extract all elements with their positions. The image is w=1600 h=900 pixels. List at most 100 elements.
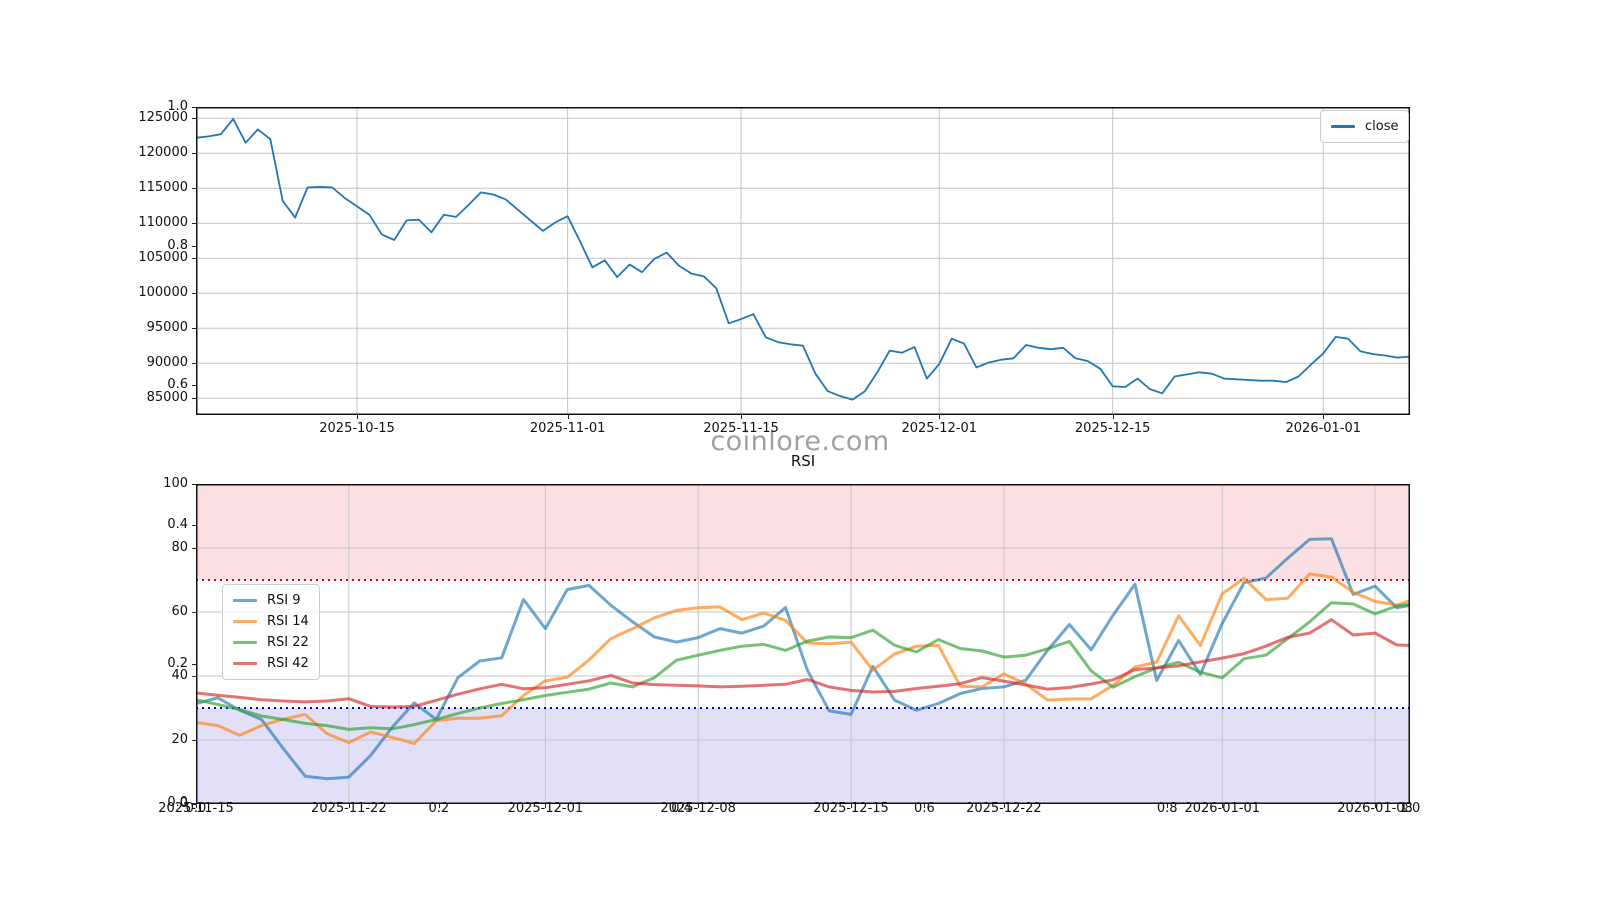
rsi-y-tick-label: 80 bbox=[171, 540, 188, 555]
rsi-x-tick bbox=[545, 804, 547, 808]
legend-item: RSI 22 bbox=[233, 632, 309, 653]
price-x-tick bbox=[1112, 415, 1114, 419]
overlay-y-tick bbox=[192, 107, 196, 108]
overlay-x-tick-label: 0.6 bbox=[914, 801, 935, 816]
overlay-x-tick-label: 0.0 bbox=[185, 801, 207, 816]
rsi-y-tick-label: 0 bbox=[179, 796, 188, 811]
overlay-y-tick-label: 0.6 bbox=[167, 377, 188, 393]
rsi-x-tick-label: 2025-12-15 bbox=[813, 801, 889, 816]
rsi-x-tick-label: 2025-11-15 bbox=[158, 801, 234, 816]
price-x-tick-label: 2025-12-01 bbox=[901, 421, 978, 436]
rsi-y-tick bbox=[192, 612, 196, 613]
overlay-y-tick-label: 0.2 bbox=[167, 655, 188, 671]
rsi-y-tick-label: 20 bbox=[171, 732, 188, 747]
price-x-tick-label: 2025-12-15 bbox=[1074, 421, 1151, 436]
rsi-x-tick-label: 2026-01-08 bbox=[1337, 801, 1413, 816]
price-y-tick bbox=[192, 118, 196, 120]
price-y-tick bbox=[192, 293, 196, 295]
legend-label: RSI 9 bbox=[267, 593, 301, 608]
rsi-x-tick bbox=[1003, 804, 1005, 808]
price-x-tick bbox=[939, 415, 941, 419]
legend-item: close bbox=[1331, 116, 1398, 137]
rsi-x-tick-label: 2025-12-08 bbox=[660, 801, 736, 816]
price-y-tick-label: 125000 bbox=[138, 110, 188, 126]
price-x-tick-label: 2025-11-01 bbox=[529, 421, 606, 436]
overlay-x-tick bbox=[924, 804, 926, 808]
price-y-tick-label: 85000 bbox=[146, 390, 188, 406]
rsi-y-tick bbox=[192, 676, 196, 677]
price-chart-plot-area bbox=[196, 107, 1410, 415]
legend-label: RSI 42 bbox=[267, 656, 309, 671]
price-y-tick-label: 90000 bbox=[146, 355, 188, 371]
rsi-line-rsi-14 bbox=[196, 572, 1410, 745]
overlay-x-tick bbox=[1410, 804, 1411, 808]
rsi-line-rsi-42 bbox=[196, 618, 1410, 709]
price-y-tick bbox=[192, 188, 196, 190]
rsi-y-tick bbox=[192, 740, 196, 741]
rsi-legend: RSI 9 RSI 14 RSI 22 RSI 42 bbox=[222, 584, 320, 680]
rsi-x-tick-label: 2025-12-01 bbox=[507, 801, 584, 816]
overlay-y-tick bbox=[192, 524, 196, 526]
rsi-y-tick-label: 100 bbox=[163, 476, 188, 491]
rsi-x-tick bbox=[698, 804, 700, 808]
price-x-tick bbox=[741, 415, 743, 419]
price-y-tick-label: 105000 bbox=[138, 250, 188, 266]
rsi-y-tick-label: 40 bbox=[171, 668, 188, 683]
overlay-y-tick bbox=[192, 385, 196, 387]
rsi-y-tick bbox=[192, 548, 196, 549]
price-y-tick-label: 100000 bbox=[138, 285, 188, 301]
rsi-y-tick bbox=[192, 484, 196, 485]
overlay-x-tick bbox=[1167, 804, 1169, 808]
rsi-chart-plot-area bbox=[196, 484, 1410, 804]
rsi-line-rsi-22 bbox=[196, 601, 1410, 731]
overlay-x-tick bbox=[681, 804, 683, 808]
rsi-x-tick bbox=[1375, 804, 1377, 808]
price-y-tick bbox=[192, 363, 196, 365]
price-y-tick bbox=[192, 258, 196, 260]
price-x-tick bbox=[357, 415, 359, 419]
overlay-y-tick-label: 0.8 bbox=[167, 238, 188, 254]
legend-line-swatch bbox=[233, 599, 257, 602]
overlay-y-tick bbox=[192, 663, 196, 665]
price-y-tick-label: 120000 bbox=[138, 145, 188, 161]
rsi-x-tick-label: 2025-11-22 bbox=[311, 801, 387, 816]
overlay-y-tick-label: 1.0 bbox=[167, 99, 188, 114]
price-y-tick bbox=[192, 153, 196, 155]
overlay-y-tick bbox=[192, 246, 196, 248]
legend-item: RSI 14 bbox=[233, 611, 309, 632]
legend-label: RSI 14 bbox=[267, 614, 309, 629]
rsi-x-tick bbox=[1222, 804, 1224, 808]
price-axes-frame bbox=[196, 107, 1410, 415]
price-y-tick bbox=[192, 223, 196, 225]
rsi-x-tick bbox=[851, 804, 853, 808]
price-x-tick bbox=[567, 415, 569, 419]
price-y-tick-label: 110000 bbox=[138, 215, 188, 231]
overlay-x-tick bbox=[196, 804, 197, 808]
legend-line-swatch bbox=[1331, 125, 1355, 128]
price-x-tick-label: 2025-10-15 bbox=[319, 421, 395, 436]
rsi-x-tick-label: 2026-01-01 bbox=[1184, 801, 1260, 816]
legend-line-swatch bbox=[233, 662, 257, 665]
close-line bbox=[196, 117, 1410, 401]
price-x-tick-label: 2025-11-15 bbox=[703, 421, 779, 436]
price-y-tick-label: 95000 bbox=[146, 320, 188, 336]
rsi-y-tick bbox=[192, 804, 196, 805]
price-y-tick bbox=[192, 398, 196, 400]
watermark: coinlore.com bbox=[710, 426, 890, 457]
legend-item: RSI 42 bbox=[233, 653, 309, 674]
rsi-y-tick-label: 60 bbox=[171, 604, 188, 619]
price-x-tick-label: 2026-01-01 bbox=[1285, 421, 1362, 436]
overlay-x-tick-label: 0.2 bbox=[428, 801, 450, 816]
price-y-tick-label: 115000 bbox=[138, 180, 188, 196]
overbought-band bbox=[196, 484, 1410, 580]
price-y-tick bbox=[192, 328, 196, 330]
rsi-line-rsi-9 bbox=[196, 537, 1410, 781]
price-legend: close bbox=[1320, 110, 1410, 143]
legend-label: close bbox=[1365, 119, 1399, 134]
overlay-y-tick-label: 0.4 bbox=[167, 516, 188, 532]
overlay-x-tick bbox=[438, 804, 440, 808]
legend-item: RSI 9 bbox=[233, 590, 309, 611]
overlay-x-tick-label: 0.4 bbox=[671, 801, 692, 816]
overlay-x-tick-label: 1.0 bbox=[1399, 801, 1421, 816]
